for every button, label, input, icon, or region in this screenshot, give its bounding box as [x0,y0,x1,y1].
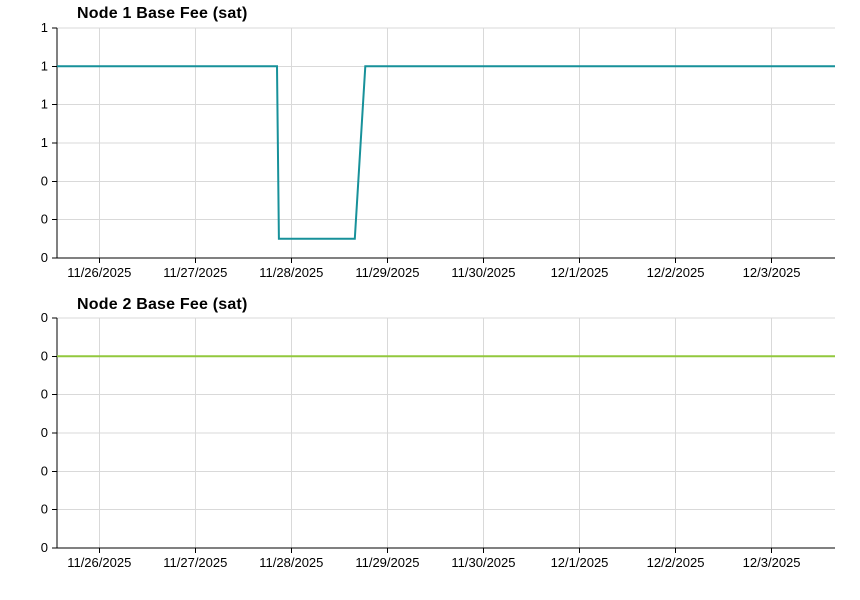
y-tick-label: 0 [41,310,48,325]
series-line [57,65,835,240]
node-1-base-fee-chart: 1 1 1 1 0 0 0 11/26/2025 11/27/2025 11/28/2025 11/… [41,20,835,280]
y-tick-label: 0 [41,348,48,363]
x-tick-label: 11/29/2025 [355,555,419,570]
node-2-chart-title: Node 2 Base Fee (sat) [77,296,248,313]
y-tick-label: 0 [41,463,48,478]
x-tick-label: 11/30/2025 [451,265,515,280]
y-tick-label: 0 [41,250,48,265]
y-tick-label: 1 [41,58,48,73]
x-tick-label: 11/27/2025 [163,265,227,280]
y-tick-label: 0 [41,173,48,188]
y-tick-label: 1 [41,20,48,35]
x-tick-label: 12/2/2025 [647,265,705,280]
x-tick-label: 11/28/2025 [259,555,323,570]
x-tick-label: 12/3/2025 [743,555,801,570]
x-tick-label: 11/28/2025 [259,265,323,280]
y-tick-label: 0 [41,540,48,555]
node-2-base-fee-chart: 0 0 0 0 0 0 0 11/26/2025 11/27/2025 11/28/2025 11/… [41,310,835,570]
y-tick-label: 1 [41,97,48,112]
node-1-chart-title: Node 1 Base Fee (sat) [77,5,248,22]
x-tick-label: 12/1/2025 [551,555,609,570]
x-tick-label: 11/27/2025 [163,555,227,570]
y-tick-label: 0 [41,502,48,517]
y-tick-label: 1 [41,135,48,150]
y-tick-label: 0 [41,387,48,402]
x-tick-label: 12/2/2025 [647,555,705,570]
x-tick-label: 12/1/2025 [551,265,609,280]
x-tick-label: 11/26/2025 [67,555,131,570]
y-tick-label: 0 [41,425,48,440]
x-tick-label: 11/26/2025 [67,265,131,280]
x-tick-label: 11/29/2025 [355,265,419,280]
x-tick-label: 11/30/2025 [451,555,515,570]
x-tick-label: 12/3/2025 [743,265,801,280]
y-tick-label: 0 [41,212,48,227]
